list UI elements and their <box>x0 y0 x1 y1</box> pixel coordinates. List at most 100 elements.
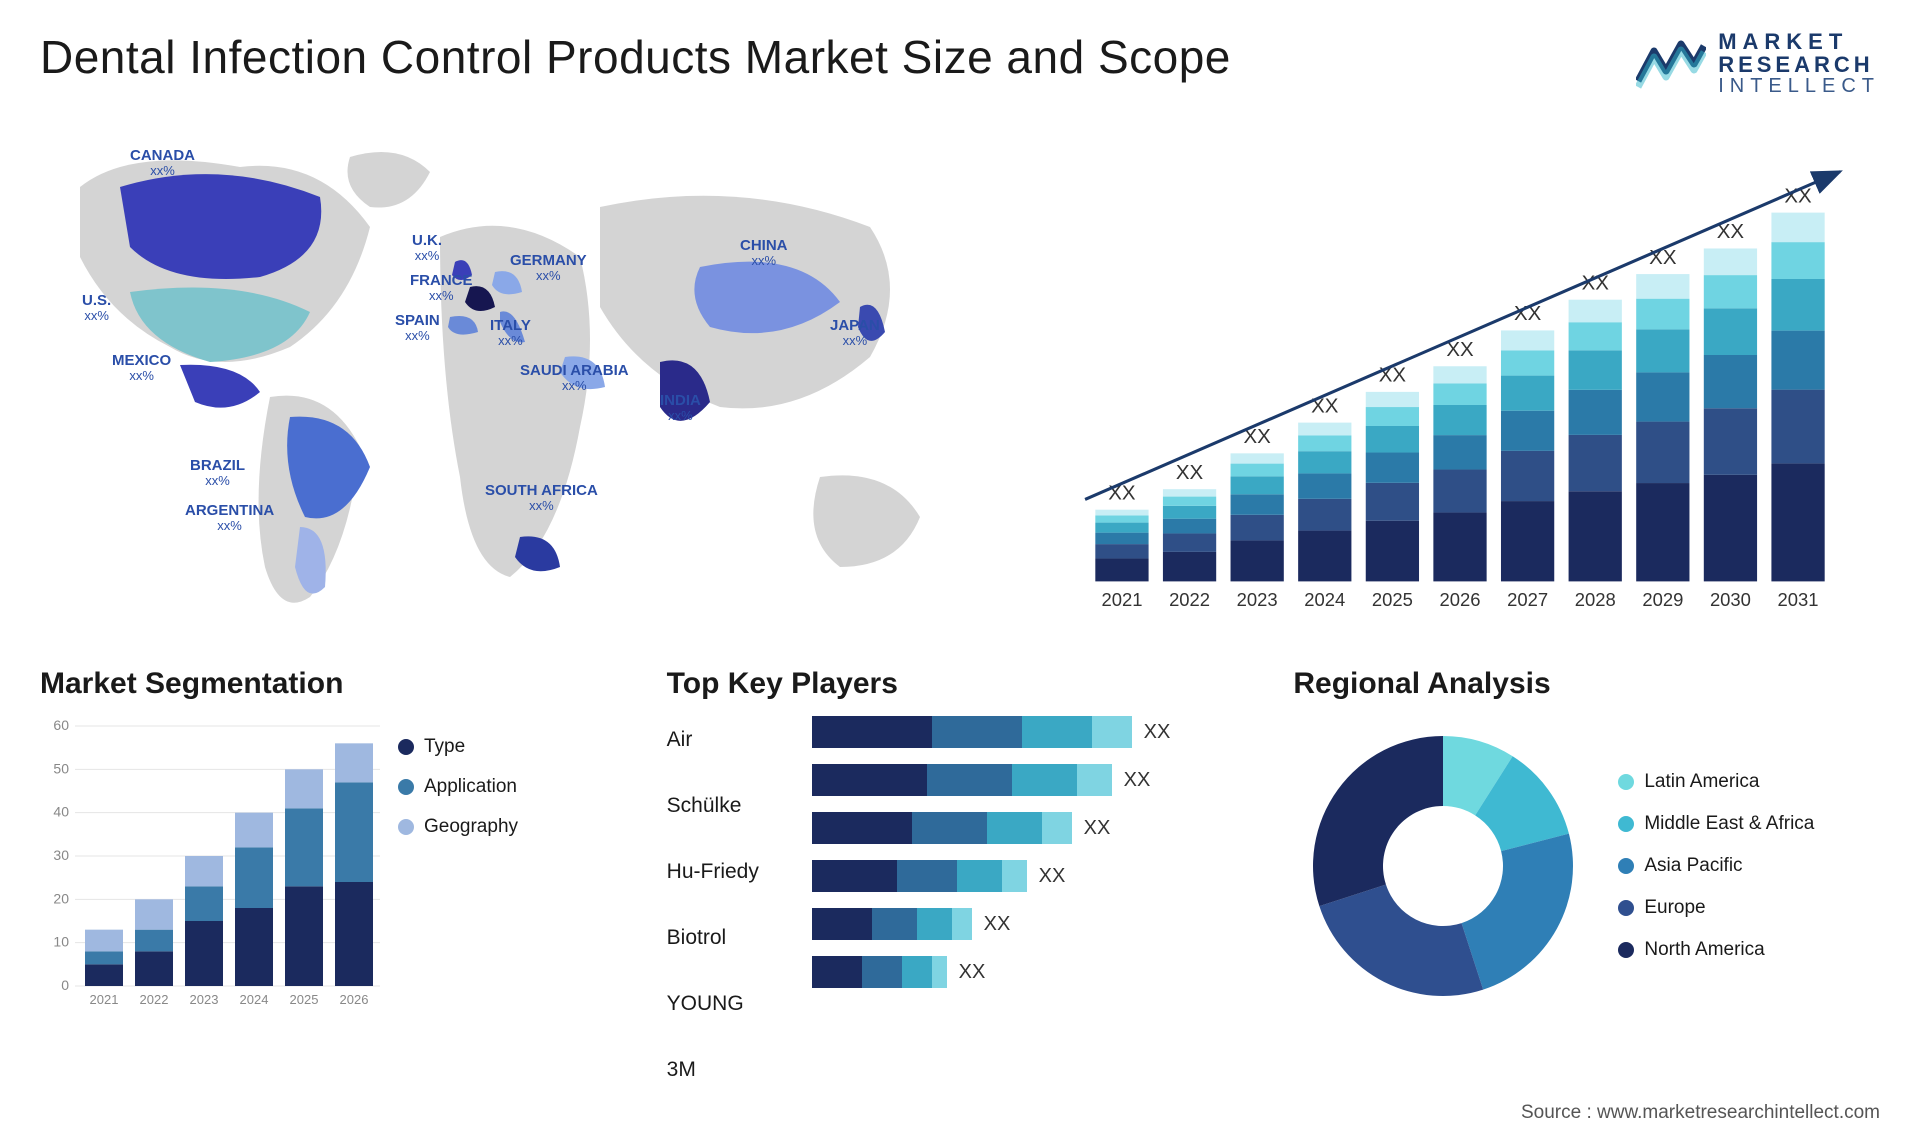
forecast-bar-2023-seg1 <box>1231 515 1284 541</box>
forecast-bar-2021-seg0 <box>1095 559 1148 582</box>
forecast-bar-2028-seg4 <box>1569 322 1622 350</box>
seg-ytick-10: 10 <box>53 934 69 950</box>
swatch-icon <box>1618 774 1634 790</box>
player-label-hufriedy: Hu-Friedy <box>667 856 797 888</box>
seg-bar-2026-2 <box>335 744 373 783</box>
map-label-japan: JAPANxx% <box>830 317 880 349</box>
map-label-brazil: BRAZILxx% <box>190 457 245 489</box>
forecast-bar-2031-seg2 <box>1771 331 1824 390</box>
players-bars: XXXXXXXXXXXX <box>812 716 1254 1102</box>
forecast-bar-2029-seg4 <box>1636 299 1689 330</box>
map-label-mexico: MEXICOxx% <box>112 352 171 384</box>
seg-bar-2022-1 <box>135 930 173 952</box>
forecast-bar-2030-seg5 <box>1704 249 1757 276</box>
forecast-year-2027: 2027 <box>1507 589 1548 610</box>
map-country-brazil <box>287 417 370 519</box>
donut-slice-asiapacific <box>1462 834 1573 990</box>
forecast-bar-2021-seg5 <box>1095 510 1148 516</box>
seg-bar-2023-0 <box>185 921 223 986</box>
forecast-bar-2025-seg3 <box>1366 426 1419 453</box>
regional-legend-northamerica: North America <box>1618 939 1814 961</box>
map-label-france: FRANCExx% <box>410 272 473 304</box>
seg-bar-2025-0 <box>285 887 323 987</box>
forecast-bar-2031-seg1 <box>1771 390 1824 464</box>
seg-bar-2021-1 <box>85 952 123 965</box>
player-seg <box>952 908 972 940</box>
player-seg <box>812 908 872 940</box>
swatch-icon <box>398 819 414 835</box>
regional-legend-europe: Europe <box>1618 897 1814 919</box>
player-seg <box>812 956 862 988</box>
player-seg <box>862 956 902 988</box>
forecast-bar-2024-seg5 <box>1298 423 1351 436</box>
forecast-bar-2024-seg3 <box>1298 451 1351 473</box>
player-row: XX <box>812 860 1254 892</box>
forecast-bar-2021-seg3 <box>1095 523 1148 533</box>
map-label-argentina: ARGENTINAxx% <box>185 502 274 534</box>
forecast-bar-2021-seg1 <box>1095 544 1148 558</box>
seg-year-2026: 2026 <box>340 992 369 1007</box>
seg-year-2021: 2021 <box>90 992 119 1007</box>
forecast-bar-2029-seg3 <box>1636 330 1689 373</box>
player-value: XX <box>959 961 986 984</box>
seg-year-2025: 2025 <box>290 992 319 1007</box>
player-label-biotrol: Biotrol <box>667 922 797 954</box>
player-seg <box>987 812 1042 844</box>
forecast-bar-2023-seg0 <box>1231 541 1284 582</box>
forecast-bar-2023-seg5 <box>1231 454 1284 464</box>
swatch-icon <box>1618 858 1634 874</box>
forecast-bar-2031-seg5 <box>1771 213 1824 243</box>
map-country-mexico <box>180 365 260 408</box>
forecast-year-2025: 2025 <box>1372 589 1413 610</box>
forecast-bar-label-2031: XX <box>1784 185 1812 208</box>
regional-legend-middleeastafrica: Middle East & Africa <box>1618 813 1814 835</box>
forecast-year-2031: 2031 <box>1778 589 1819 610</box>
forecast-bar-2026-seg4 <box>1433 384 1486 406</box>
forecast-bar-2021-seg4 <box>1095 516 1148 523</box>
source-text: Source : www.marketresearchintellect.com <box>1521 1102 1880 1124</box>
forecast-bar-2022-seg3 <box>1163 506 1216 519</box>
seg-year-2024: 2024 <box>240 992 269 1007</box>
forecast-bar-2030-seg3 <box>1704 309 1757 356</box>
forecast-bar-2026-seg0 <box>1433 513 1486 582</box>
player-seg <box>1042 812 1072 844</box>
forecast-bar-2025-seg4 <box>1366 407 1419 426</box>
player-seg <box>872 908 917 940</box>
seg-bar-2026-0 <box>335 882 373 986</box>
forecast-bar-2029-seg5 <box>1636 274 1689 299</box>
seg-legend-type: Type <box>398 736 518 758</box>
donut-slice-northamerica <box>1313 736 1443 906</box>
player-label-air: Air <box>667 724 797 756</box>
forecast-bar-2022-seg2 <box>1163 519 1216 534</box>
seg-ytick-20: 20 <box>53 891 69 907</box>
forecast-bar-2023-seg3 <box>1231 477 1284 495</box>
forecast-bar-2028-seg1 <box>1569 435 1622 491</box>
forecast-bar-2030-seg2 <box>1704 355 1757 408</box>
player-row: XX <box>812 812 1254 844</box>
seg-bar-2026-1 <box>335 783 373 883</box>
player-seg <box>812 716 932 748</box>
player-seg <box>1002 860 1027 892</box>
player-seg <box>812 764 927 796</box>
forecast-bar-2025-seg1 <box>1366 483 1419 521</box>
map-label-india: INDIAxx% <box>660 392 701 424</box>
map-label-saudiarabia: SAUDI ARABIAxx% <box>520 362 629 394</box>
player-seg <box>1077 764 1112 796</box>
forecast-bar-2027-seg5 <box>1501 331 1554 351</box>
forecast-year-2028: 2028 <box>1575 589 1616 610</box>
forecast-bar-2025-seg0 <box>1366 521 1419 582</box>
forecast-bar-2031-seg0 <box>1771 464 1824 582</box>
seg-year-2023: 2023 <box>190 992 219 1007</box>
forecast-bar-2027-seg0 <box>1501 501 1554 581</box>
seg-bar-2024-1 <box>235 848 273 909</box>
map-label-germany: GERMANYxx% <box>510 252 587 284</box>
player-value: XX <box>1144 721 1171 744</box>
swatch-icon <box>1618 900 1634 916</box>
regional-title: Regional Analysis <box>1293 667 1880 701</box>
forecast-bar-2023-seg4 <box>1231 464 1284 477</box>
player-seg <box>1092 716 1132 748</box>
forecast-bar-2022-seg1 <box>1163 534 1216 552</box>
map-label-italy: ITALYxx% <box>490 317 531 349</box>
forecast-bar-2022-seg0 <box>1163 552 1216 582</box>
player-seg <box>927 764 1012 796</box>
